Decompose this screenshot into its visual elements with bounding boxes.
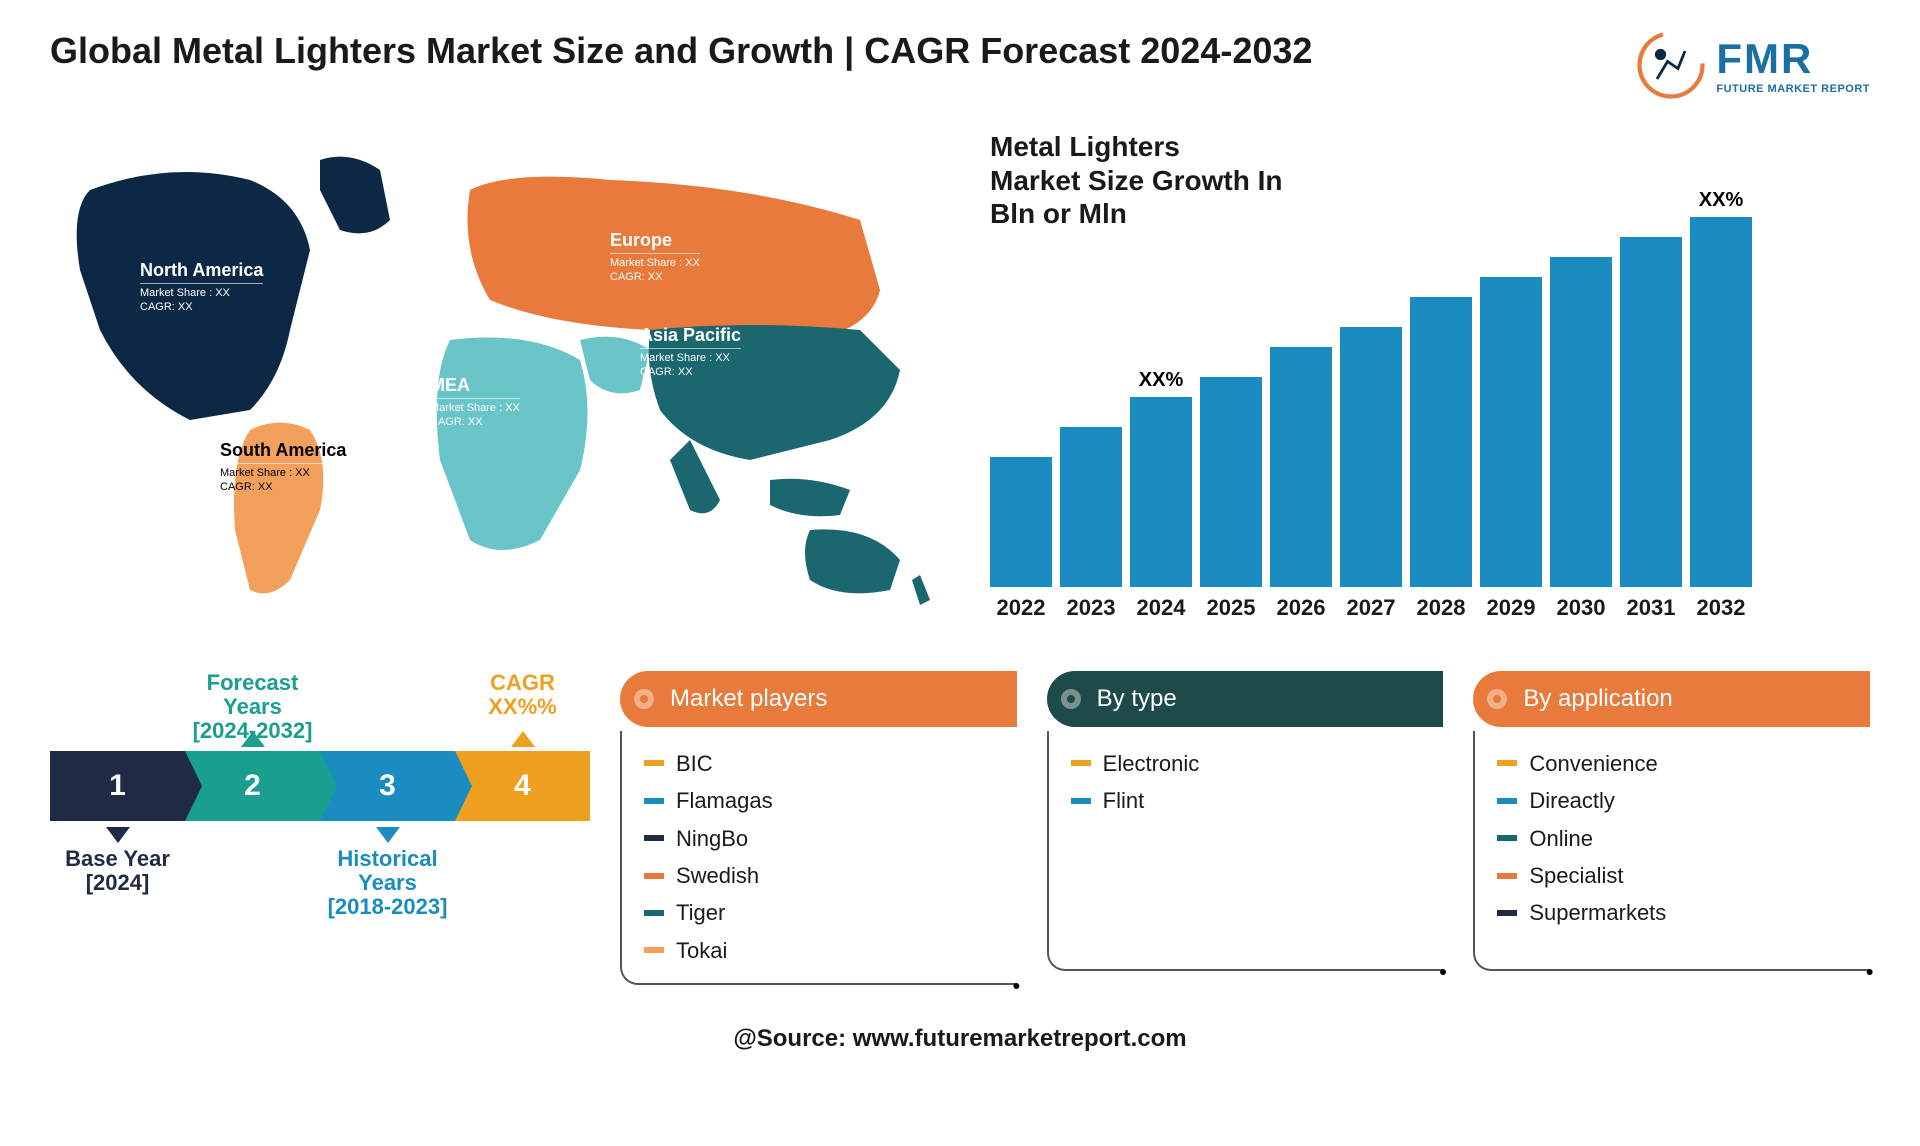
map-label-europe: EuropeMarket Share : XXCAGR: XX	[610, 230, 700, 285]
map-svg	[50, 130, 950, 610]
logo: FMR FUTURE MARKET REPORT	[1636, 30, 1870, 100]
logo-icon	[1636, 30, 1706, 100]
bar-2023: 2023	[1060, 427, 1122, 621]
bar-2030: 2030	[1550, 257, 1612, 621]
by-type-panel: By typeElectronicFlint	[1047, 671, 1444, 971]
list-item: Direactly	[1497, 782, 1870, 819]
timeline-seg-2: 2	[185, 751, 320, 821]
list-item: Electronic	[1071, 745, 1444, 782]
source-text: @Source: www.futuremarketreport.com	[50, 1025, 1870, 1053]
pill-list: ElectronicFlint	[1047, 731, 1444, 971]
timeline-bot-2: Historical Years[2018-2023]	[320, 821, 455, 920]
map-label-asia-pacific: Asia PacificMarket Share : XXCAGR: XX	[640, 325, 741, 380]
list-item: Convenience	[1497, 745, 1870, 782]
pill-list: ConvenienceDireactlyOnlineSpecialistSupe…	[1473, 731, 1870, 971]
list-item: BIC	[644, 745, 1017, 782]
chart-title-l1: Metal Lighters	[990, 130, 1870, 164]
timeline-seg-4: 4	[455, 751, 590, 821]
map-label-mea: MEAMarket Share : XXCAGR: XX	[430, 375, 520, 430]
bar-2028: 2028	[1410, 297, 1472, 621]
map-label-south-america: South AmericaMarket Share : XXCAGR: XX	[220, 440, 346, 495]
bar-chart: Metal Lighters Market Size Growth In Bln…	[990, 130, 1870, 621]
timeline-seg-1: 1	[50, 751, 185, 821]
bar-2025: 2025	[1200, 377, 1262, 621]
market-players-panel: Market playersBICFlamagasNingBoSwedishTi…	[620, 671, 1017, 985]
bar-2022: 2022	[990, 457, 1052, 621]
logo-text-sub: FUTURE MARKET REPORT	[1716, 83, 1870, 95]
logo-text-main: FMR	[1716, 35, 1870, 83]
bar-2032: XX% 2032	[1690, 217, 1752, 621]
list-item: NingBo	[644, 820, 1017, 857]
timeline-seg-3: 3	[320, 751, 455, 821]
bar-2024: XX% 2024	[1130, 397, 1192, 621]
pill-header: By type	[1047, 671, 1444, 727]
timeline-bot-0: Base Year[2024]	[50, 821, 185, 920]
list-item: Specialist	[1497, 857, 1870, 894]
bottom-row: Forecast Years[2024-2032]CAGRXX%% 1234 B…	[50, 671, 1870, 985]
list-item: Online	[1497, 820, 1870, 857]
list-item: Tokai	[644, 932, 1017, 969]
map-label-north-america: North AmericaMarket Share : XXCAGR: XX	[140, 260, 263, 315]
chart-title: Metal Lighters Market Size Growth In Bln…	[990, 130, 1870, 231]
main-row: North AmericaMarket Share : XXCAGR: XX So…	[50, 130, 1870, 621]
list-item: Flamagas	[644, 782, 1017, 819]
bar-2027: 2027	[1340, 327, 1402, 621]
header: Global Metal Lighters Market Size and Gr…	[50, 30, 1870, 100]
bars-container: 2022 2023XX% 2024 2025 2026 2027 2028 20…	[990, 241, 1870, 621]
by-application-panel: By applicationConvenienceDireactlyOnline…	[1473, 671, 1870, 971]
timeline-arrow-up-1	[241, 731, 265, 747]
bar-2029: 2029	[1480, 277, 1542, 621]
timeline-arrow-up-3	[511, 731, 535, 747]
list-item: Supermarkets	[1497, 894, 1870, 931]
list-item: Tiger	[644, 894, 1017, 931]
list-item: Flint	[1071, 782, 1444, 819]
pill-list: BICFlamagasNingBoSwedishTigerTokai	[620, 731, 1017, 985]
pill-header: Market players	[620, 671, 1017, 727]
list-item: Swedish	[644, 857, 1017, 894]
bar-2026: 2026	[1270, 347, 1332, 621]
bar-2031: 2031	[1620, 237, 1682, 621]
page-title: Global Metal Lighters Market Size and Gr…	[50, 30, 1312, 72]
timeline-bot-3	[455, 821, 590, 920]
timeline-bot-1	[185, 821, 320, 920]
world-map: North AmericaMarket Share : XXCAGR: XX So…	[50, 130, 950, 610]
timeline: Forecast Years[2024-2032]CAGRXX%% 1234 B…	[50, 671, 590, 920]
pill-header: By application	[1473, 671, 1870, 727]
